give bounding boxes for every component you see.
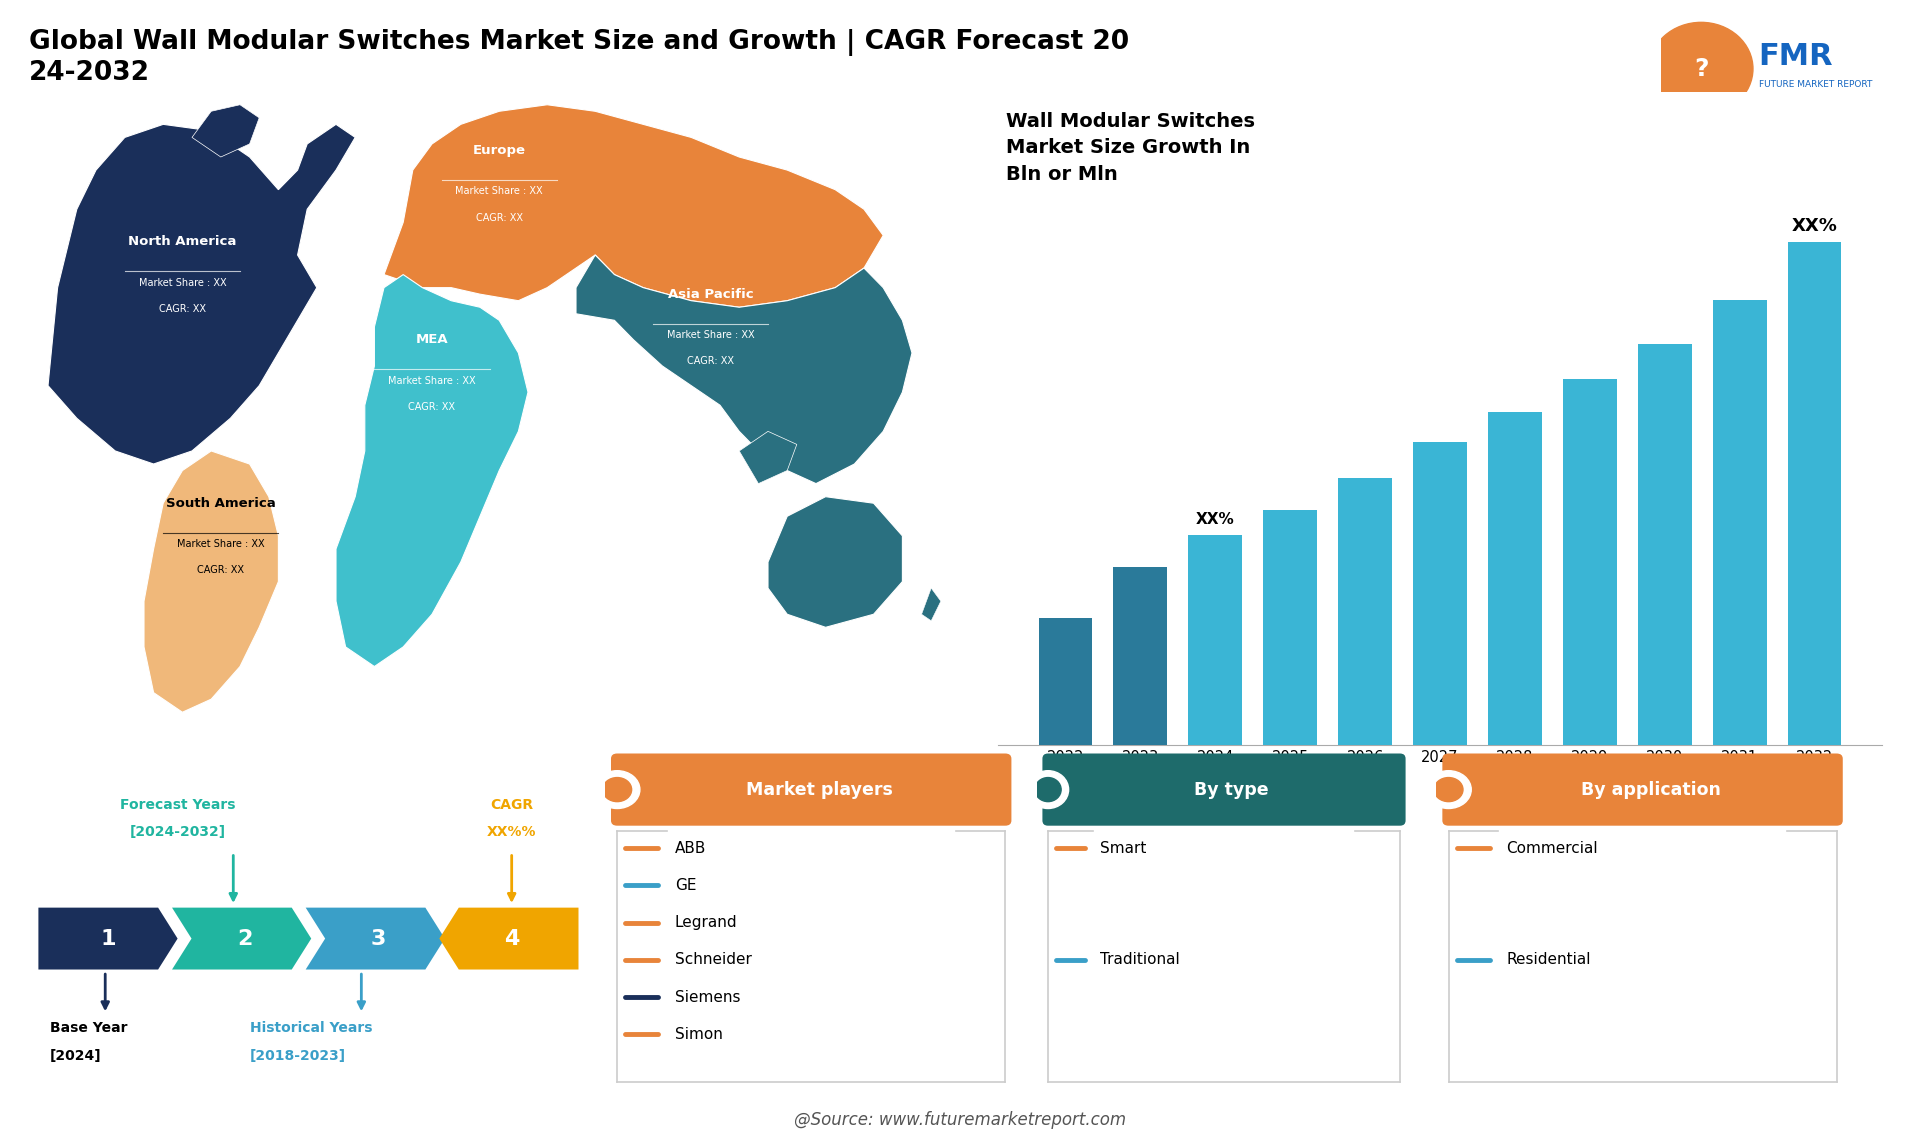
Bar (1488, 411, 1542, 745)
Bar (1114, 567, 1167, 745)
Bar (1188, 535, 1242, 745)
Text: CAGR: XX: CAGR: XX (409, 402, 455, 411)
Polygon shape (173, 908, 311, 970)
Text: [2024-2032]: [2024-2032] (129, 825, 227, 839)
Text: XX%: XX% (1196, 512, 1235, 527)
Circle shape (603, 778, 632, 802)
Text: Wall Modular Switches
Market Size Growth In
Bln or Mln: Wall Modular Switches Market Size Growth… (1006, 112, 1254, 183)
Text: By type: By type (1194, 780, 1269, 799)
Bar (1788, 243, 1841, 745)
Text: Market Share : XX: Market Share : XX (138, 277, 227, 288)
Text: CAGR: CAGR (490, 798, 534, 811)
Text: Smart: Smart (1100, 840, 1146, 856)
Text: Europe: Europe (472, 144, 526, 157)
Text: Commercial: Commercial (1507, 840, 1597, 856)
Polygon shape (440, 908, 578, 970)
Text: CAGR: XX: CAGR: XX (159, 304, 205, 314)
Text: Schneider: Schneider (676, 952, 753, 967)
Text: Market Share : XX: Market Share : XX (388, 376, 476, 386)
Polygon shape (384, 104, 883, 307)
Text: Base Year: Base Year (50, 1021, 127, 1035)
Polygon shape (739, 431, 797, 484)
Bar (1263, 510, 1317, 745)
Text: GE: GE (676, 878, 697, 893)
Text: South America: South America (165, 496, 276, 510)
Text: @Source: www.futuremarketreport.com: @Source: www.futuremarketreport.com (795, 1110, 1125, 1129)
Bar (1713, 299, 1766, 745)
FancyBboxPatch shape (1442, 754, 1843, 825)
Text: [2024]: [2024] (50, 1049, 102, 1062)
Text: CAGR: XX: CAGR: XX (476, 212, 522, 222)
Text: Market Share : XX: Market Share : XX (666, 330, 755, 340)
Text: CAGR: XX: CAGR: XX (687, 356, 733, 367)
Polygon shape (922, 588, 941, 621)
Circle shape (595, 771, 639, 809)
Polygon shape (576, 256, 912, 484)
Text: Market Share : XX: Market Share : XX (455, 187, 543, 196)
Text: Residential: Residential (1507, 952, 1592, 967)
Text: Legrand: Legrand (676, 915, 737, 931)
FancyBboxPatch shape (1043, 754, 1405, 825)
Circle shape (1035, 778, 1062, 802)
Text: Historical Years: Historical Years (250, 1021, 372, 1035)
Text: MEA: MEA (417, 333, 447, 346)
Text: North America: North America (129, 235, 236, 249)
Text: ABB: ABB (676, 840, 707, 856)
Text: Siemens: Siemens (676, 989, 741, 1005)
Circle shape (1649, 22, 1753, 116)
Text: CAGR: XX: CAGR: XX (198, 565, 244, 575)
Text: Market players: Market players (747, 780, 893, 799)
Bar (1638, 344, 1692, 745)
Bar (1338, 478, 1392, 745)
Circle shape (1434, 778, 1463, 802)
Text: By application: By application (1580, 780, 1720, 799)
Circle shape (1027, 771, 1069, 809)
Text: Simon: Simon (676, 1027, 722, 1042)
Text: Asia Pacific: Asia Pacific (668, 288, 753, 300)
Text: FMR: FMR (1759, 42, 1834, 71)
Polygon shape (336, 275, 528, 667)
Text: FUTURE MARKET REPORT: FUTURE MARKET REPORT (1759, 80, 1872, 88)
Text: 4: 4 (505, 928, 520, 949)
Bar (1563, 378, 1617, 745)
Polygon shape (192, 104, 259, 157)
Text: Market Share : XX: Market Share : XX (177, 539, 265, 549)
Text: Traditional: Traditional (1100, 952, 1181, 967)
Text: ?: ? (1693, 57, 1709, 80)
Text: XX%: XX% (1791, 217, 1837, 235)
Polygon shape (144, 450, 278, 712)
Bar (1039, 618, 1092, 745)
Circle shape (1427, 771, 1471, 809)
Text: 3: 3 (371, 928, 386, 949)
Polygon shape (48, 125, 355, 464)
Polygon shape (305, 908, 445, 970)
Text: Forecast Years: Forecast Years (119, 798, 236, 811)
Bar (1413, 442, 1467, 745)
Text: XX%%: XX%% (488, 825, 536, 839)
Text: 1: 1 (100, 928, 115, 949)
Polygon shape (768, 496, 902, 627)
Polygon shape (38, 908, 179, 970)
Text: 2: 2 (236, 928, 252, 949)
Text: Global Wall Modular Switches Market Size and Growth | CAGR Forecast 20
24-2032: Global Wall Modular Switches Market Size… (29, 29, 1129, 86)
FancyBboxPatch shape (611, 754, 1012, 825)
Text: [2018-2023]: [2018-2023] (250, 1049, 346, 1062)
